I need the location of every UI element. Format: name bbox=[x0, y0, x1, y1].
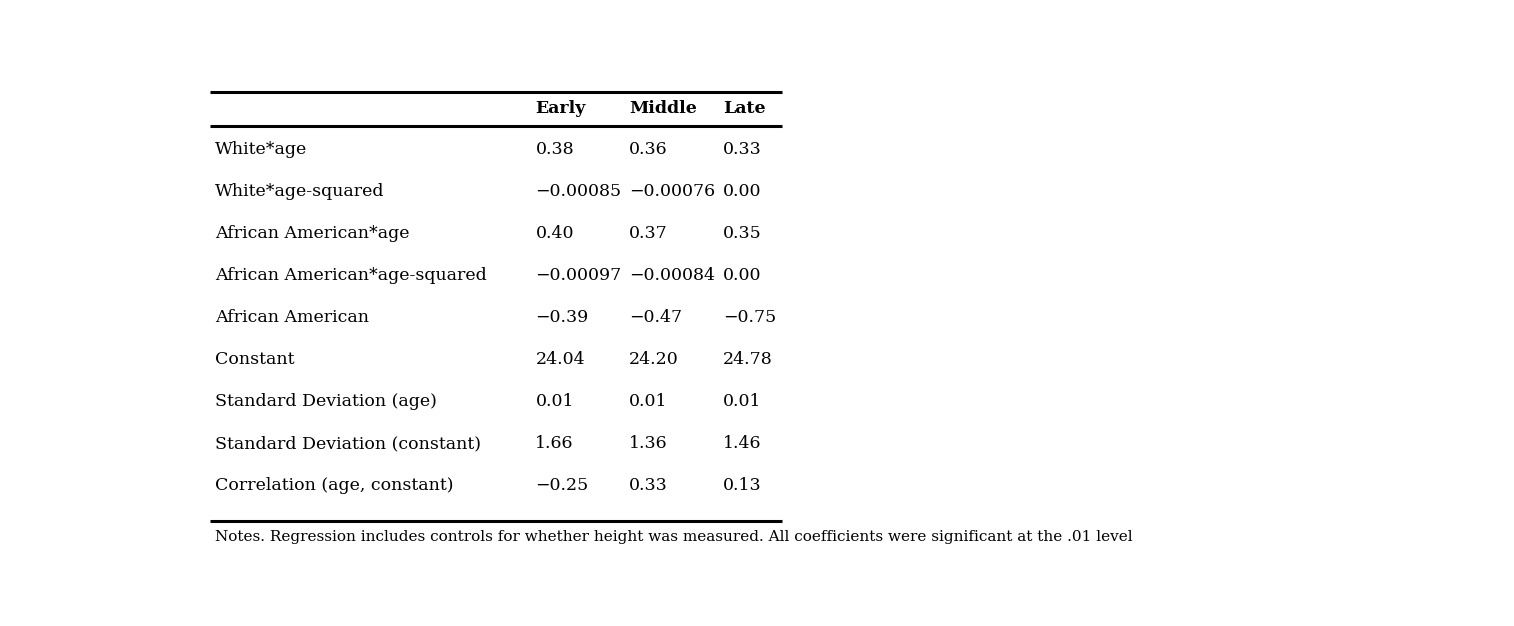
Text: −0.25: −0.25 bbox=[536, 477, 589, 494]
Text: 0.00: 0.00 bbox=[724, 267, 762, 284]
Text: Late: Late bbox=[724, 100, 766, 117]
Text: Correlation (age, constant): Correlation (age, constant) bbox=[215, 477, 454, 494]
Text: −0.39: −0.39 bbox=[536, 309, 589, 326]
Text: 0.35: 0.35 bbox=[724, 225, 762, 242]
Text: African American: African American bbox=[215, 309, 369, 326]
Text: Constant: Constant bbox=[215, 351, 295, 368]
Text: −0.75: −0.75 bbox=[724, 309, 777, 326]
Text: 0.38: 0.38 bbox=[536, 141, 574, 158]
Text: 1.46: 1.46 bbox=[724, 435, 762, 452]
Text: African American*age: African American*age bbox=[215, 225, 410, 242]
Text: 24.20: 24.20 bbox=[630, 351, 678, 368]
Text: 1.66: 1.66 bbox=[536, 435, 574, 452]
Text: 0.13: 0.13 bbox=[724, 477, 762, 494]
Text: 0.01: 0.01 bbox=[536, 393, 574, 410]
Text: 0.01: 0.01 bbox=[630, 393, 668, 410]
Text: African American*age-squared: African American*age-squared bbox=[215, 267, 488, 284]
Text: White*age: White*age bbox=[215, 141, 307, 158]
Text: 0.36: 0.36 bbox=[630, 141, 668, 158]
Text: 0.33: 0.33 bbox=[724, 141, 762, 158]
Text: Standard Deviation (constant): Standard Deviation (constant) bbox=[215, 435, 481, 452]
Text: 0.37: 0.37 bbox=[630, 225, 668, 242]
Text: 24.78: 24.78 bbox=[724, 351, 772, 368]
Text: White*age-squared: White*age-squared bbox=[215, 183, 385, 200]
Text: Notes. Regression includes controls for whether height was measured. All coeffic: Notes. Regression includes controls for … bbox=[215, 530, 1132, 543]
Text: Middle: Middle bbox=[630, 100, 696, 117]
Text: Standard Deviation (age): Standard Deviation (age) bbox=[215, 393, 438, 410]
Text: 0.01: 0.01 bbox=[724, 393, 762, 410]
Text: −0.00076: −0.00076 bbox=[630, 183, 716, 200]
Text: 0.33: 0.33 bbox=[630, 477, 668, 494]
Text: 0.40: 0.40 bbox=[536, 225, 574, 242]
Text: −0.00084: −0.00084 bbox=[630, 267, 715, 284]
Text: −0.00097: −0.00097 bbox=[536, 267, 622, 284]
Text: 24.04: 24.04 bbox=[536, 351, 584, 368]
Text: Early: Early bbox=[536, 100, 586, 117]
Text: −0.00085: −0.00085 bbox=[536, 183, 622, 200]
Text: −0.47: −0.47 bbox=[630, 309, 683, 326]
Text: 1.36: 1.36 bbox=[630, 435, 668, 452]
Text: 0.00: 0.00 bbox=[724, 183, 762, 200]
